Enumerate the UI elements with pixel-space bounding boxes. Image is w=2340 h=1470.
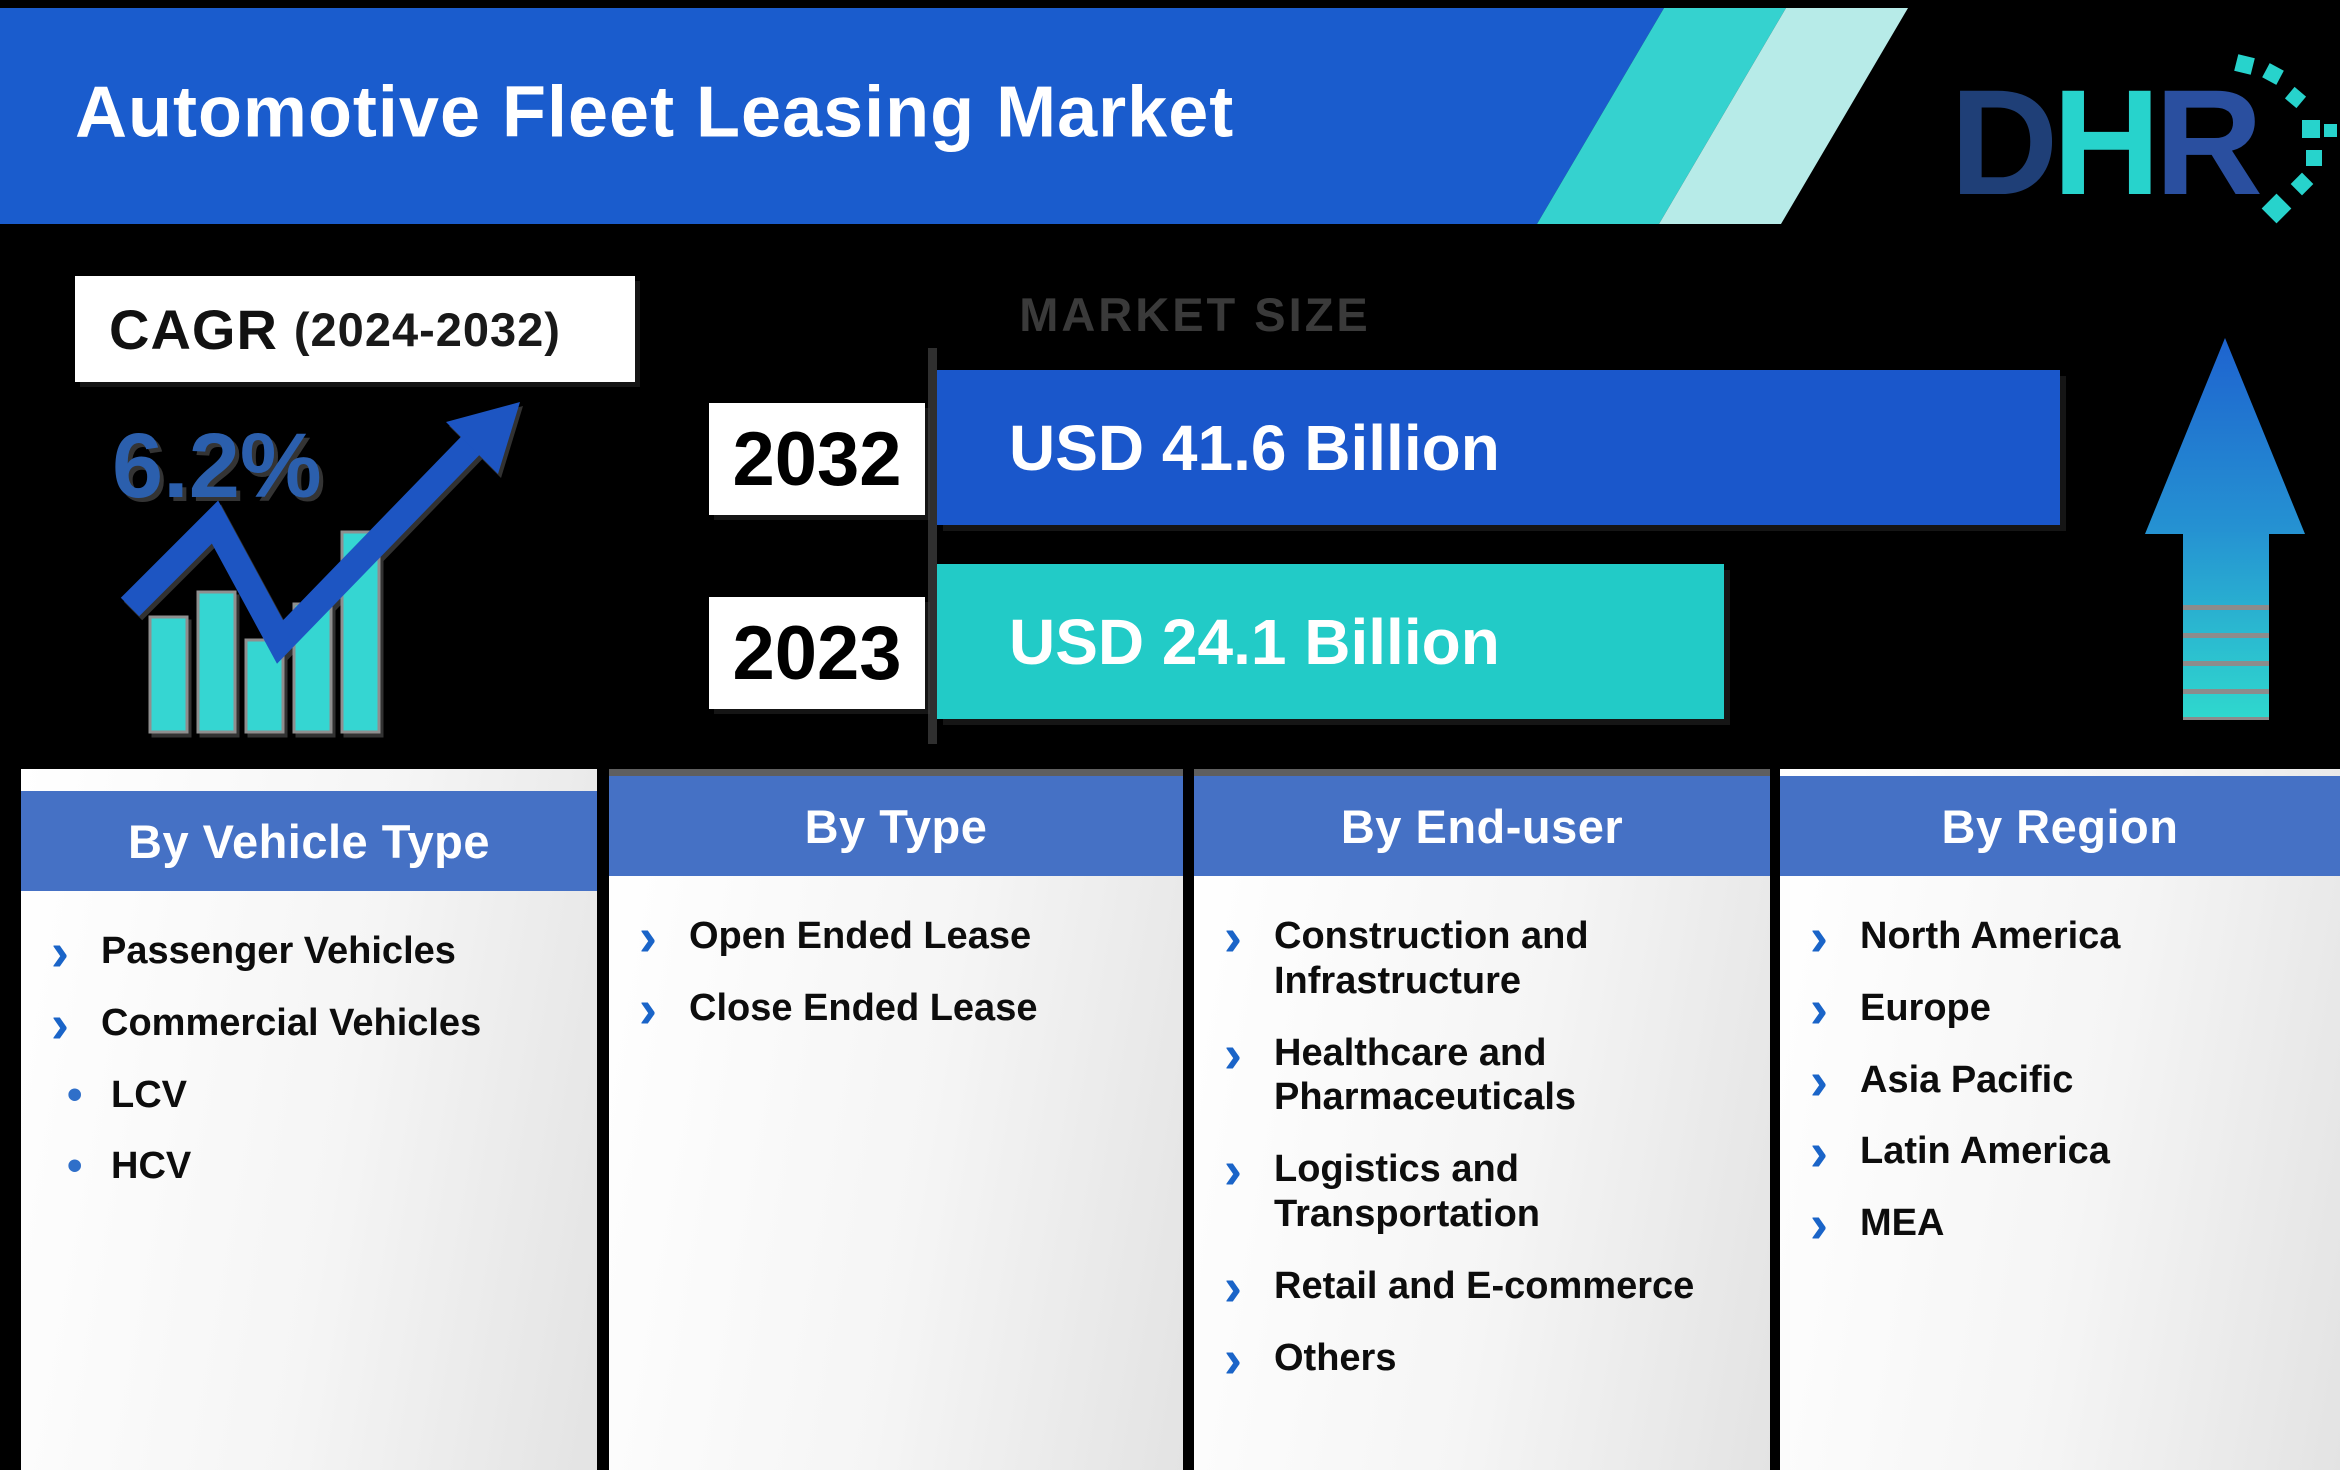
cagr-label: CAGR bbox=[109, 297, 278, 361]
segment-card: By End-user › Construction and Infrastruct… bbox=[1194, 769, 1770, 1470]
list-item-label: Others bbox=[1274, 1336, 1397, 1379]
up-arrow-shaft bbox=[2183, 532, 2269, 720]
list-item: › Others bbox=[1224, 1328, 1746, 1389]
list-item-label: LCV bbox=[111, 1073, 187, 1116]
logo-dot-icon bbox=[2306, 150, 2322, 166]
chevron-right-icon: › bbox=[51, 993, 69, 1054]
list-item: › Logistics and Transportation bbox=[1224, 1140, 1746, 1237]
list-item-label: Construction and Infrastructure bbox=[1274, 915, 1589, 1002]
segment-card: By Region › North America › Europe › Asia Paci… bbox=[1780, 769, 2340, 1470]
chevron-right-icon: › bbox=[1224, 1023, 1242, 1084]
year-label-2023: 2023 bbox=[709, 597, 925, 709]
list-item-label: Asia Pacific bbox=[1860, 1058, 2074, 1101]
list-item-label: Healthcare and Pharmaceuticals bbox=[1274, 1031, 1577, 1119]
list-item-label: North America bbox=[1860, 915, 2121, 957]
market-size-bar-2032: USD 41.6 Billion bbox=[937, 370, 2060, 525]
list-item: • HCV bbox=[51, 1144, 573, 1189]
up-arrow-stripes bbox=[2183, 582, 2269, 720]
list-item-label: MEA bbox=[1860, 1202, 1945, 1245]
list-item-label: Europe bbox=[1860, 986, 1991, 1029]
chevron-right-icon: › bbox=[1224, 1140, 1242, 1201]
list-item: • LCV bbox=[51, 1069, 573, 1119]
list-item-label: Commercial Vehicles bbox=[101, 1001, 482, 1044]
list-item-label: Logistics and Transportation bbox=[1274, 1148, 1541, 1236]
list-item: › Retail and E-commerce bbox=[1224, 1256, 1746, 1317]
segment-card-body: › Construction and Infrastructure › Healthc… bbox=[1194, 876, 1770, 1389]
chevron-right-icon: › bbox=[1224, 907, 1242, 967]
segment-card: By Vehicle Type › Passenger Vehicles › Comme… bbox=[21, 769, 597, 1470]
chevron-right-icon: › bbox=[1810, 907, 1828, 967]
list-item-label: Close Ended Lease bbox=[689, 986, 1038, 1029]
growth-chart-icon bbox=[120, 402, 520, 734]
bullet-icon: • bbox=[67, 1141, 83, 1191]
logo-letter-d: D bbox=[1950, 58, 2058, 226]
list-item: › Europe bbox=[1810, 978, 2316, 1039]
list-item: › Open Ended Lease bbox=[639, 907, 1159, 967]
list-item: › Latin America bbox=[1810, 1122, 2316, 1183]
segment-card: By Type › Open Ended Lease › Close Ended Lea… bbox=[609, 769, 1183, 1470]
list-item-label: HCV bbox=[111, 1145, 192, 1188]
chevron-right-icon: › bbox=[1224, 1256, 1242, 1317]
dhr-logo: DHR bbox=[1950, 54, 2340, 232]
chevron-right-icon: › bbox=[1810, 1122, 1828, 1183]
segment-card-header: By Type bbox=[609, 776, 1183, 876]
list-item: › North America bbox=[1810, 907, 2316, 967]
list-item: › MEA bbox=[1810, 1194, 2316, 1255]
chevron-right-icon: › bbox=[639, 907, 657, 967]
segment-card-body: › North America › Europe › Asia Pacific › Latin… bbox=[1780, 876, 2340, 1255]
chevron-right-icon: › bbox=[639, 978, 657, 1039]
chevron-right-icon: › bbox=[1224, 1328, 1242, 1389]
chevron-right-icon: › bbox=[1810, 978, 1828, 1039]
list-item-label: Retail and E-commerce bbox=[1274, 1264, 1695, 1307]
year-label-2032: 2032 bbox=[709, 403, 925, 515]
cagr-value: 6.2% bbox=[112, 415, 322, 517]
list-item-label: Passenger Vehicles bbox=[101, 930, 456, 972]
cagr-label-box: CAGR (2024-2032) bbox=[75, 276, 635, 382]
list-item: › Close Ended Lease bbox=[639, 978, 1159, 1039]
list-item: › Commercial Vehicles bbox=[51, 993, 573, 1054]
segment-card-header: By Vehicle Type bbox=[21, 791, 597, 891]
chevron-right-icon: › bbox=[1810, 1050, 1828, 1111]
market-size-heading: MARKET SIZE bbox=[1019, 288, 1371, 341]
list-item: › Asia Pacific bbox=[1810, 1050, 2316, 1111]
bullet-icon: • bbox=[67, 1069, 83, 1119]
chevron-right-icon: › bbox=[1810, 1194, 1828, 1255]
logo-letter-h: H bbox=[2052, 58, 2160, 226]
list-item: › Healthcare and Pharmaceuticals bbox=[1224, 1023, 1746, 1121]
list-item: › Passenger Vehicles bbox=[51, 922, 573, 982]
segment-card-header: By Region bbox=[1780, 776, 2340, 876]
logo-dot-icon bbox=[2302, 120, 2320, 138]
logo-dot-icon bbox=[2324, 124, 2337, 137]
logo-letter-r: R bbox=[2154, 58, 2263, 226]
list-item-label: Latin America bbox=[1860, 1130, 2110, 1173]
market-size-bar-2023: USD 24.1 Billion bbox=[937, 564, 1724, 719]
banner-background bbox=[0, 8, 1664, 224]
list-item-label: Open Ended Lease bbox=[689, 915, 1032, 957]
segment-card-body: › Open Ended Lease › Close Ended Lease bbox=[609, 876, 1183, 1039]
segment-card-body: › Passenger Vehicles › Commercial Vehicles •… bbox=[21, 891, 597, 1189]
cagr-period: (2024-2032) bbox=[293, 302, 561, 356]
bar-axis-line bbox=[928, 348, 937, 744]
header-banner: Automotive Fleet Leasing Market bbox=[0, 8, 1910, 224]
list-item: › Construction and Infrastructure bbox=[1224, 907, 1746, 1004]
page-title: Automotive Fleet Leasing Market bbox=[75, 72, 1235, 153]
segment-card-header: By End-user bbox=[1194, 776, 1770, 876]
chevron-right-icon: › bbox=[51, 922, 69, 982]
